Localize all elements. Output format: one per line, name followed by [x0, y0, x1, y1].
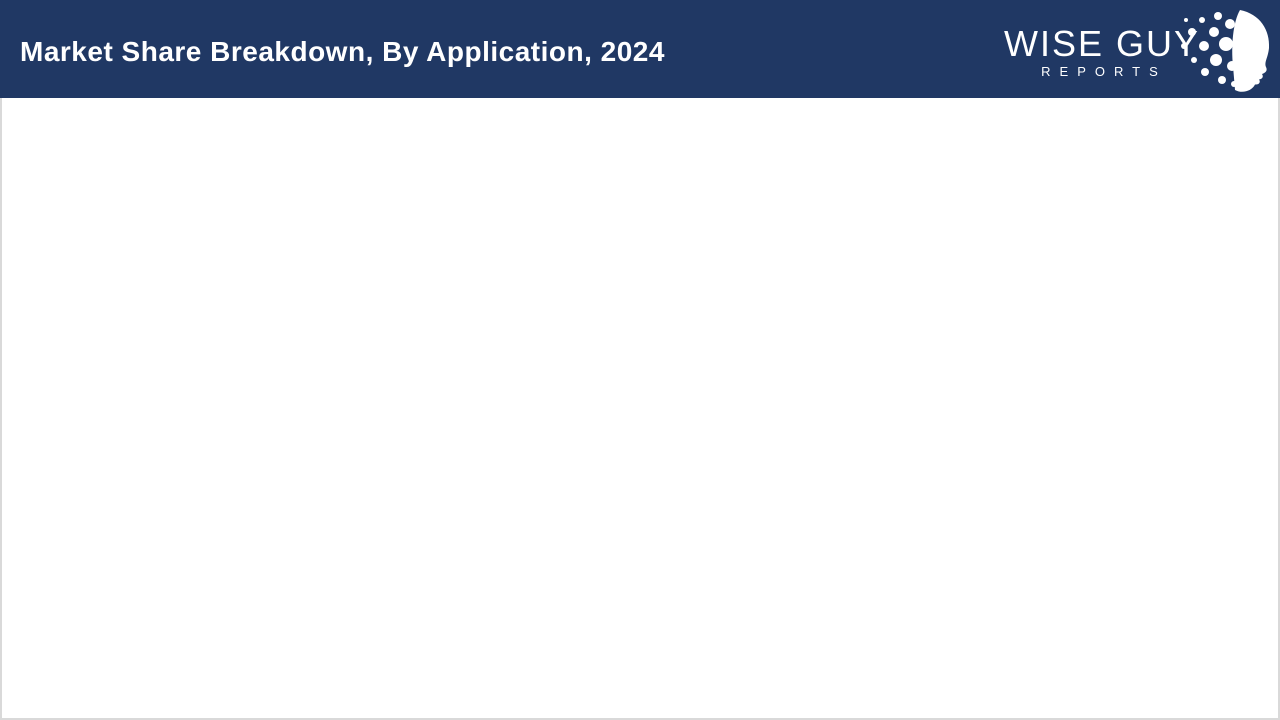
- chart-body-frame: [0, 98, 1280, 720]
- logo-text: WISE GUY REPORTS: [1003, 23, 1200, 80]
- logo-face-dots-icon: [1181, 10, 1270, 92]
- wise-guy-reports-logo: WISE GUY REPORTS: [1004, 6, 1272, 94]
- header-bar: Market Share Breakdown, By Application, …: [0, 0, 1280, 98]
- logo-reports-label: REPORTS: [1041, 64, 1167, 79]
- chart-title: Market Share Breakdown, By Application, …: [20, 36, 665, 67]
- logo-wiseguy-label: WISE GUY: [1003, 23, 1200, 64]
